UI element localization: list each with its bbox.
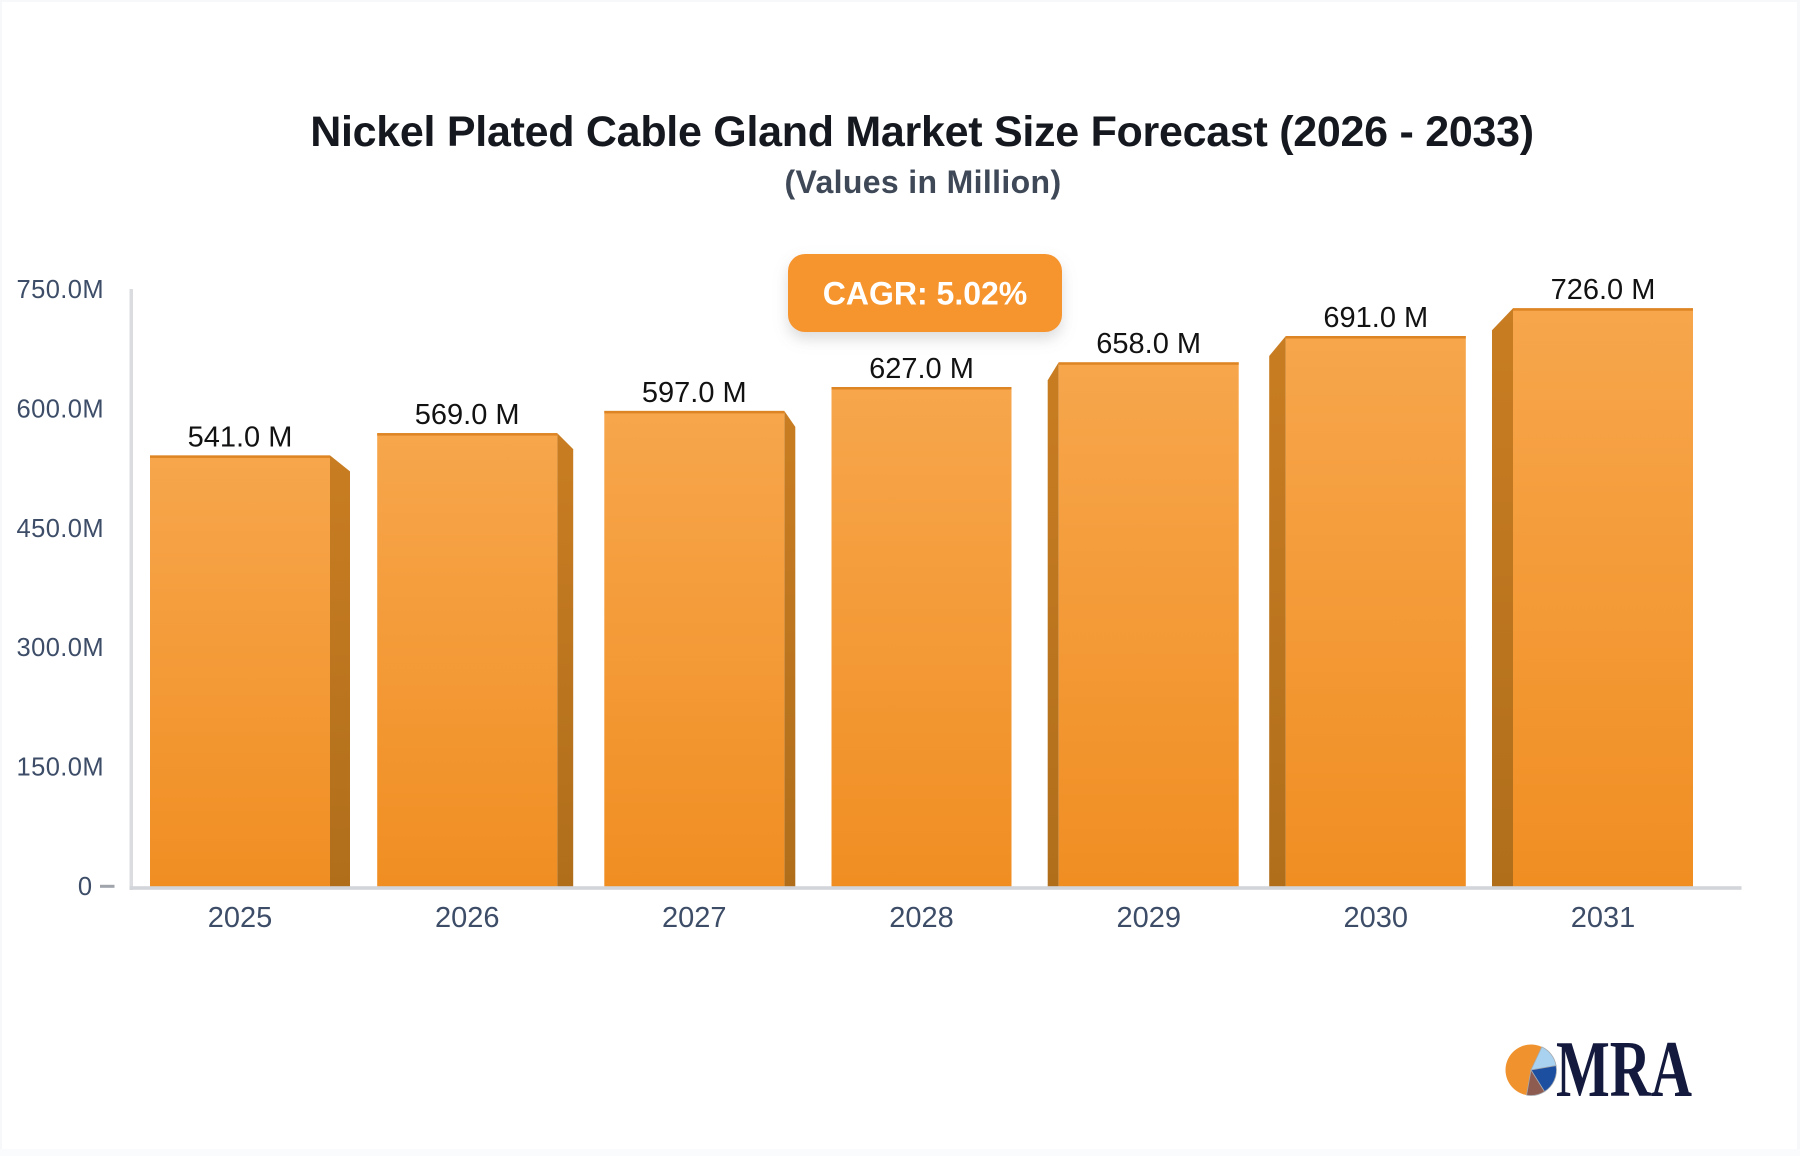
svg-text:750.0M: 750.0M (17, 276, 104, 304)
svg-text:2029: 2029 (1116, 902, 1181, 934)
svg-text:569.0 M: 569.0 M (415, 399, 520, 431)
svg-text:0: 0 (78, 873, 93, 901)
svg-text:2025: 2025 (208, 902, 273, 934)
svg-text:2028: 2028 (889, 902, 954, 934)
svg-text:2026: 2026 (435, 902, 500, 934)
svg-text:2030: 2030 (1344, 902, 1409, 934)
svg-text:2027: 2027 (662, 902, 727, 934)
svg-text:MRA: MRA (1556, 1026, 1692, 1114)
svg-text:450.0M: 450.0M (17, 515, 104, 543)
svg-text:658.0 M: 658.0 M (1096, 328, 1201, 360)
svg-text:300.0M: 300.0M (17, 634, 104, 662)
svg-text:541.0 M: 541.0 M (188, 421, 293, 453)
svg-text:CAGR: 5.02%: CAGR: 5.02% (823, 276, 1028, 312)
svg-text:600.0M: 600.0M (17, 395, 104, 423)
svg-text:726.0 M: 726.0 M (1551, 274, 1656, 306)
svg-text:691.0 M: 691.0 M (1323, 302, 1428, 334)
svg-text:597.0 M: 597.0 M (642, 377, 747, 409)
svg-text:Nickel Plated Cable Gland Mark: Nickel Plated Cable Gland Market Size Fo… (310, 108, 1534, 156)
svg-text:627.0 M: 627.0 M (869, 353, 974, 385)
svg-text:(Values in Million): (Values in Million) (785, 164, 1062, 200)
svg-text:150.0M: 150.0M (17, 754, 104, 782)
svg-text:2031: 2031 (1571, 902, 1636, 934)
